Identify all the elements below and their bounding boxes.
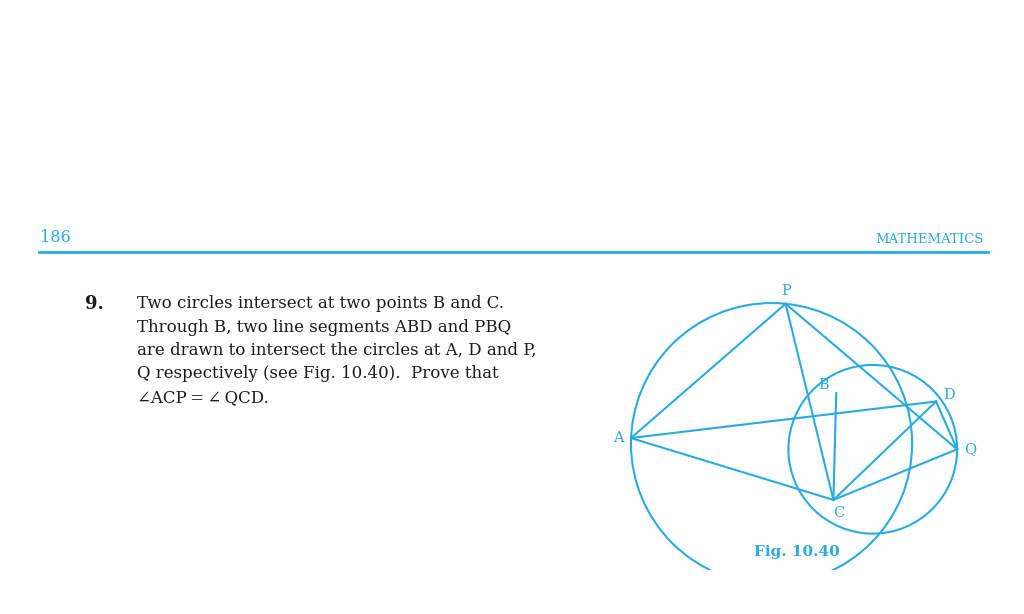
Text: 9.: 9. [85,295,103,313]
Text: Q: Q [964,442,976,456]
Text: Fig. 10.40: Fig. 10.40 [754,545,840,559]
Text: D: D [943,388,954,402]
Text: ∠ACP = ∠ QCD.: ∠ACP = ∠ QCD. [137,389,268,406]
Text: are drawn to intersect the circles at A, D and P,: are drawn to intersect the circles at A,… [137,342,537,359]
Text: C: C [833,505,844,519]
Text: P: P [780,284,791,298]
Text: 186: 186 [40,229,71,246]
Text: Two circles intersect at two points B and C.: Two circles intersect at two points B an… [137,295,504,312]
Text: B: B [818,378,828,392]
Text: Q respectively (see Fig. 10.40).  Prove that: Q respectively (see Fig. 10.40). Prove t… [137,365,499,383]
Text: MATHEMATICS: MATHEMATICS [876,233,984,246]
Text: Through B, two line segments ABD and PBQ: Through B, two line segments ABD and PBQ [137,319,511,335]
Text: A: A [613,431,624,445]
